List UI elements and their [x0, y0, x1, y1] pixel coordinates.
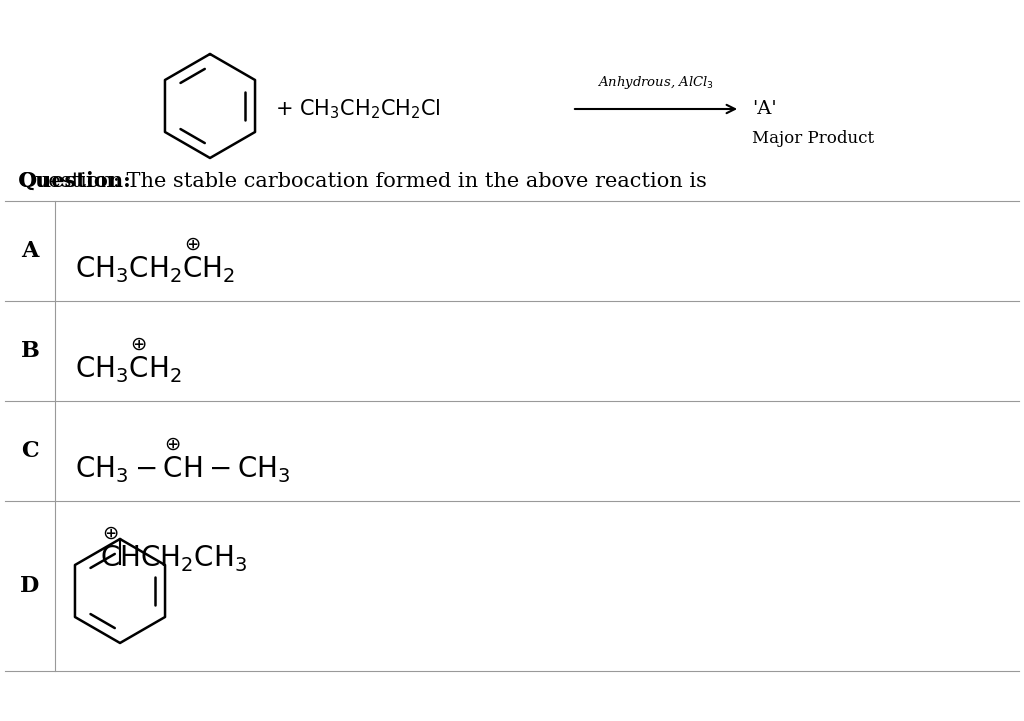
Text: 'A': 'A'	[752, 100, 776, 118]
Text: Major Product: Major Product	[752, 130, 874, 147]
Text: A: A	[22, 240, 39, 262]
Text: $\mathrm{\overset{\oplus}{C}HCH_2CH_3}$: $\mathrm{\overset{\oplus}{C}HCH_2CH_3}$	[100, 526, 247, 575]
Text: Question: The stable carbocation formed in the above reaction is: Question: The stable carbocation formed …	[18, 172, 707, 190]
Text: C: C	[22, 440, 39, 462]
Text: $\mathrm{CH_3\overset{\oplus}{C}H_2}$: $\mathrm{CH_3\overset{\oplus}{C}H_2}$	[75, 337, 181, 385]
Text: $\mathrm{CH_3CH_2\overset{\oplus}{C}H_2}$: $\mathrm{CH_3CH_2\overset{\oplus}{C}H_2}…	[75, 236, 236, 285]
Text: Question:: Question:	[18, 171, 131, 191]
Text: D: D	[20, 575, 40, 597]
Text: Anhydrous, AlCl$_3$: Anhydrous, AlCl$_3$	[597, 74, 715, 91]
Text: B: B	[20, 340, 40, 362]
Text: $+\ \mathrm{CH_3CH_2CH_2Cl}$: $+\ \mathrm{CH_3CH_2CH_2Cl}$	[275, 97, 441, 121]
Text: $\mathrm{CH_3-\overset{\oplus}{C}H-CH_3}$: $\mathrm{CH_3-\overset{\oplus}{C}H-CH_3}…	[75, 437, 291, 485]
